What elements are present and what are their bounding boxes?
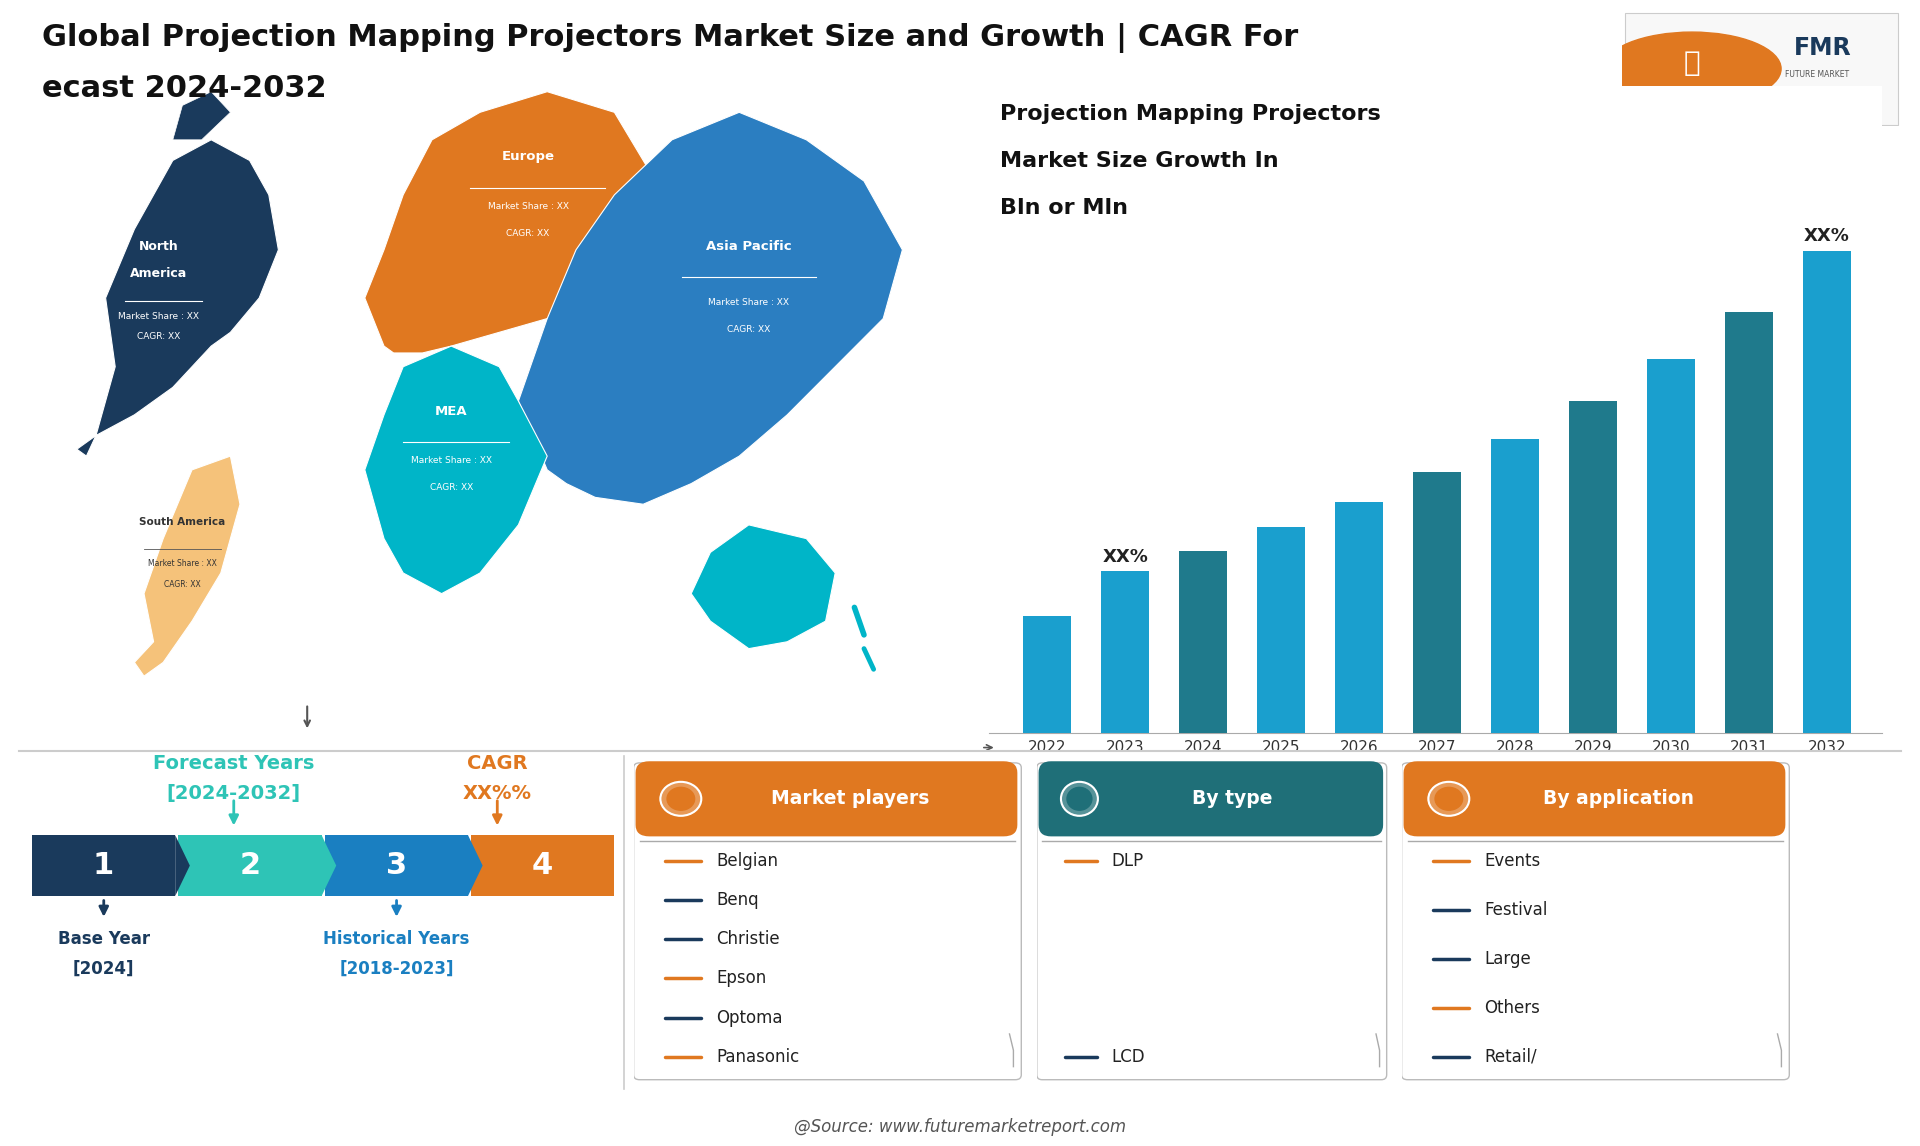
Circle shape [1603, 32, 1782, 105]
Text: North: North [138, 240, 179, 253]
Text: Market Size Growth In: Market Size Growth In [1000, 150, 1279, 171]
Text: 1: 1 [92, 851, 113, 880]
Text: Asia Pacific: Asia Pacific [707, 240, 791, 253]
Text: CAGR: CAGR [467, 754, 528, 774]
Bar [1647, 359, 1695, 733]
Text: Bln or Mln: Bln or Mln [1000, 198, 1129, 218]
FancyBboxPatch shape [1404, 761, 1786, 837]
Bar [1803, 251, 1851, 733]
Text: Retail/: Retail/ [1484, 1047, 1536, 1066]
Text: Market players: Market players [772, 790, 929, 808]
Bar [1334, 502, 1382, 733]
Text: Market Share : XX: Market Share : XX [708, 298, 789, 307]
Polygon shape [365, 92, 672, 353]
Text: XX%: XX% [1805, 227, 1851, 245]
Circle shape [666, 787, 695, 810]
Circle shape [1062, 782, 1098, 816]
Text: Christie: Christie [716, 931, 780, 948]
Text: Global Projection Mapping Projectors Market Size and Growth | CAGR For: Global Projection Mapping Projectors Mar… [42, 23, 1298, 53]
Bar [1569, 401, 1617, 733]
Polygon shape [518, 112, 902, 504]
Bar [1100, 571, 1150, 733]
Polygon shape [468, 835, 482, 896]
Polygon shape [691, 525, 835, 649]
FancyBboxPatch shape [324, 835, 468, 896]
Polygon shape [365, 346, 547, 594]
FancyBboxPatch shape [33, 835, 175, 896]
Text: MEA: MEA [436, 405, 467, 418]
FancyBboxPatch shape [179, 835, 323, 896]
Text: Benq: Benq [716, 892, 758, 909]
Text: Panasonic: Panasonic [716, 1047, 799, 1066]
Text: Others: Others [1484, 999, 1540, 1017]
Text: Base Year: Base Year [58, 929, 150, 948]
Text: South America: South America [140, 517, 225, 527]
Text: Epson: Epson [716, 970, 766, 988]
Text: LCD: LCD [1112, 1047, 1144, 1066]
Text: @Source: www.futuremarketreport.com: @Source: www.futuremarketreport.com [795, 1118, 1125, 1136]
Text: FUTURE MARKET: FUTURE MARKET [1786, 70, 1849, 79]
Text: Optoma: Optoma [716, 1008, 783, 1027]
Text: Historical Years: Historical Years [323, 929, 470, 948]
Text: 🦅: 🦅 [1684, 49, 1701, 77]
Text: Market Share : XX: Market Share : XX [488, 202, 568, 211]
Text: CAGR: XX: CAGR: XX [430, 484, 472, 493]
Text: ecast 2024-2032: ecast 2024-2032 [42, 74, 326, 103]
Polygon shape [173, 92, 230, 140]
Circle shape [1428, 782, 1469, 816]
Circle shape [1434, 787, 1463, 810]
Text: CAGR: XX: CAGR: XX [163, 580, 202, 589]
Bar [1724, 312, 1774, 733]
Text: [2024-2032]: [2024-2032] [167, 784, 301, 803]
Text: DLP: DLP [1112, 851, 1144, 870]
Text: Belgian: Belgian [716, 851, 778, 870]
Text: Market Share : XX: Market Share : XX [411, 456, 492, 465]
Text: 4: 4 [532, 851, 553, 880]
Text: By type: By type [1192, 790, 1273, 808]
Text: CAGR: XX: CAGR: XX [507, 229, 549, 238]
Text: Market Share : XX: Market Share : XX [117, 312, 200, 321]
Text: 3: 3 [386, 851, 407, 880]
Circle shape [660, 782, 701, 816]
Text: CAGR: XX: CAGR: XX [136, 332, 180, 342]
Text: FMR: FMR [1793, 37, 1851, 60]
Text: America: America [131, 267, 186, 281]
Bar [1492, 439, 1540, 733]
Text: Forecast Years: Forecast Years [154, 754, 315, 774]
FancyBboxPatch shape [470, 835, 614, 896]
Text: Large: Large [1484, 950, 1530, 968]
Text: Europe: Europe [501, 150, 555, 164]
Text: 2: 2 [240, 851, 261, 880]
Text: XX%%: XX%% [463, 784, 532, 803]
Bar [1179, 551, 1227, 733]
FancyBboxPatch shape [1624, 13, 1899, 125]
FancyBboxPatch shape [636, 761, 1018, 837]
Text: XX%: XX% [1102, 548, 1148, 566]
Text: [2018-2023]: [2018-2023] [340, 960, 453, 979]
Polygon shape [175, 835, 190, 896]
Bar [1023, 615, 1071, 733]
Text: Market Share : XX: Market Share : XX [148, 559, 217, 568]
Polygon shape [134, 456, 240, 676]
Circle shape [1068, 787, 1092, 810]
Text: Projection Mapping Projectors: Projection Mapping Projectors [1000, 103, 1380, 124]
Text: [2024]: [2024] [73, 960, 134, 979]
Text: REPORT: REPORT [1803, 87, 1832, 96]
Polygon shape [77, 140, 278, 456]
FancyBboxPatch shape [1039, 761, 1382, 837]
Text: CAGR: XX: CAGR: XX [728, 325, 770, 335]
Bar [1258, 527, 1306, 733]
Polygon shape [323, 835, 336, 896]
Text: Events: Events [1484, 851, 1540, 870]
Bar [1413, 472, 1461, 733]
Text: Festival: Festival [1484, 901, 1548, 919]
Text: By application: By application [1542, 790, 1693, 808]
